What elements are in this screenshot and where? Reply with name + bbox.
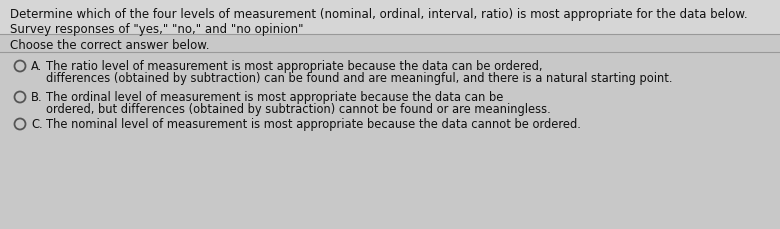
- Text: Survey responses of "yes," "no," and "no opinion": Survey responses of "yes," "no," and "no…: [10, 23, 303, 36]
- Text: differences (obtained by subtraction) can be found and are meaningful, and there: differences (obtained by subtraction) ca…: [46, 72, 672, 85]
- Text: Choose the correct answer below.: Choose the correct answer below.: [10, 39, 210, 52]
- Text: C.: C.: [31, 117, 43, 131]
- Text: The ordinal level of measurement is most appropriate because the data can be: The ordinal level of measurement is most…: [46, 91, 503, 104]
- Text: The ratio level of measurement is most appropriate because the data can be order: The ratio level of measurement is most a…: [46, 60, 543, 73]
- Text: ordered, but differences (obtained by subtraction) cannot be found or are meanin: ordered, but differences (obtained by su…: [46, 103, 551, 115]
- Bar: [0, 0, 780, 35]
- Text: Determine which of the four levels of measurement (nominal, ordinal, interval, r: Determine which of the four levels of me…: [10, 8, 747, 21]
- Text: B.: B.: [31, 91, 43, 104]
- Text: A.: A.: [31, 60, 42, 73]
- Text: The nominal level of measurement is most appropriate because the data cannot be : The nominal level of measurement is most…: [46, 117, 581, 131]
